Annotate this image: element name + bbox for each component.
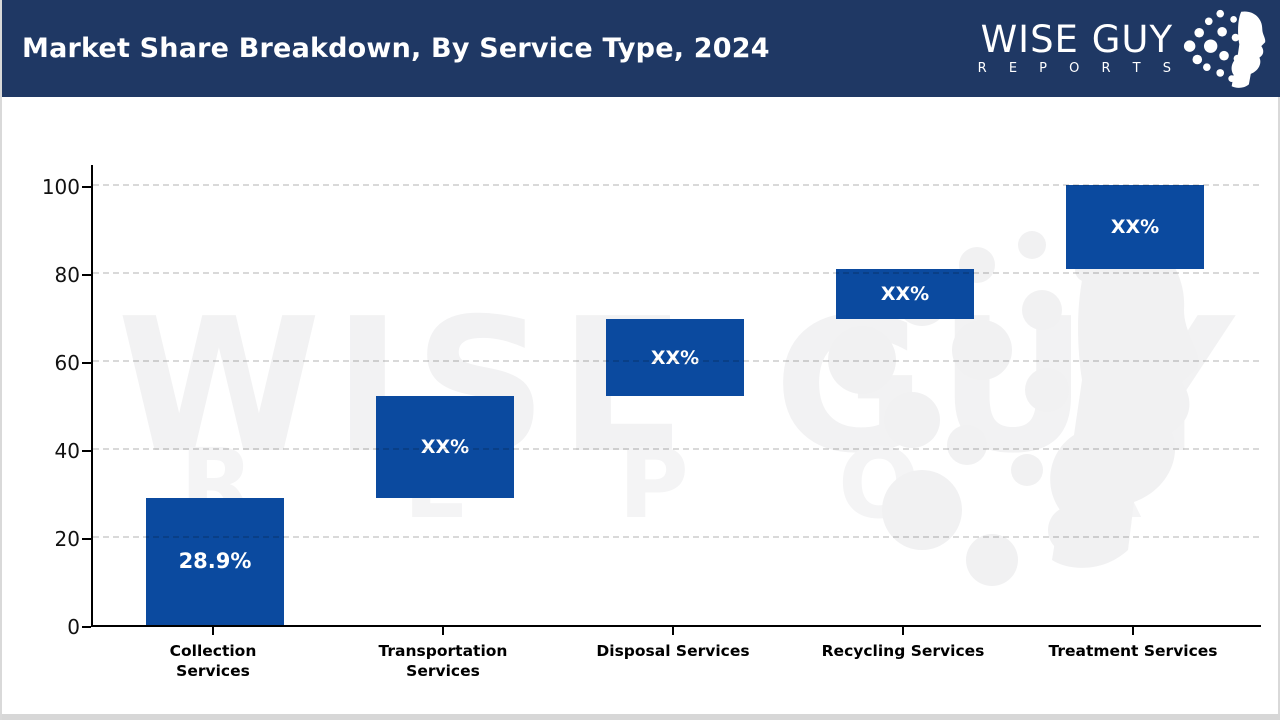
gridline-40 [93,448,1259,450]
xlabel-1: Collection Services [169,642,257,681]
bar-2: XX% [376,396,514,498]
bar-5: XX% [1066,185,1204,269]
xlabel-4: Recycling Services [821,642,985,660]
bar-value-label: XX% [1110,215,1160,238]
plot-area: 28.9% XX% XX% XX% XX% [91,165,1261,627]
ytick-label-20: 20 [54,527,80,551]
xtick-mark-4 [902,627,904,635]
bar-4: XX% [836,268,974,320]
ytick-mark-60 [82,362,91,364]
bar-value-label: XX% [420,436,470,459]
ytick-label-80: 80 [54,263,80,287]
wise-guy-reports-logo: WISE GUY R E P O R T S [974,6,1280,92]
bar-3: XX% [606,319,744,397]
ytick-label-100: 100 [41,175,80,199]
xtick-mark-5 [1132,627,1134,635]
logo-text: WISE GUY R E P O R T S [974,21,1180,76]
logo-name: WISE GUY [980,18,1174,61]
xlabel-2: Transportation Services [378,642,508,681]
xtick-mark-1 [212,627,214,635]
ytick-label-60: 60 [54,351,80,375]
gridline-80 [93,272,1259,274]
bar-value-label: 28.9% [178,549,252,574]
xlabel-5: Treatment Services [1048,642,1218,660]
ytick-mark-80 [82,274,91,276]
bar-1: 28.9% [146,497,284,625]
gridline-100 [93,184,1259,186]
page-title: Market Share Breakdown, By Service Type,… [22,33,770,64]
bar-value-label: XX% [880,282,930,305]
footer-strip [2,714,1280,720]
ytick-mark-0 [82,626,91,628]
xtick-mark-2 [442,627,444,635]
header-bar: Market Share Breakdown, By Service Type,… [2,0,1280,97]
xtick-mark-3 [672,627,674,635]
gridline-20 [93,536,1259,538]
bar-value-label: XX% [650,346,700,369]
ytick-mark-20 [82,538,91,540]
ytick-mark-100 [82,186,91,188]
ytick-label-40: 40 [54,439,80,463]
logo-tagline: R E P O R T S [977,61,1180,76]
ytick-label-0: 0 [67,615,80,639]
dotted-head-profile-icon [1183,9,1266,88]
gridline-60 [93,360,1259,362]
ytick-mark-40 [82,450,91,452]
xlabel-3: Disposal Services [596,642,750,660]
